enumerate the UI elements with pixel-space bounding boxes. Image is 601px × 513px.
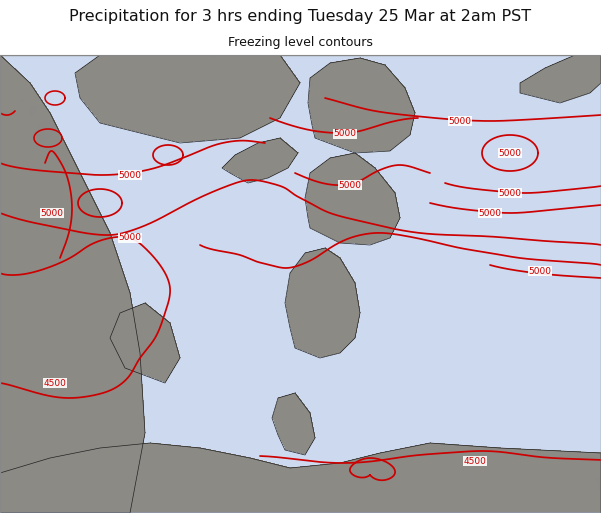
Text: 5000: 5000 <box>338 181 361 189</box>
Text: 5000: 5000 <box>498 148 522 157</box>
Text: 5000: 5000 <box>118 233 141 243</box>
Text: 5000: 5000 <box>118 170 141 180</box>
Text: 5000: 5000 <box>334 129 356 139</box>
Text: 5000: 5000 <box>40 208 64 218</box>
Text: 5000: 5000 <box>448 116 472 126</box>
Text: Precipitation for 3 hrs ending Tuesday 25 Mar at 2am PST: Precipitation for 3 hrs ending Tuesday 2… <box>70 9 531 24</box>
Text: 5000: 5000 <box>528 266 552 275</box>
Text: 4500: 4500 <box>463 457 486 465</box>
Text: 4500: 4500 <box>43 379 67 387</box>
Text: Freezing level contours: Freezing level contours <box>228 36 373 49</box>
Text: 5000: 5000 <box>478 208 501 218</box>
Text: 5000: 5000 <box>498 188 522 198</box>
